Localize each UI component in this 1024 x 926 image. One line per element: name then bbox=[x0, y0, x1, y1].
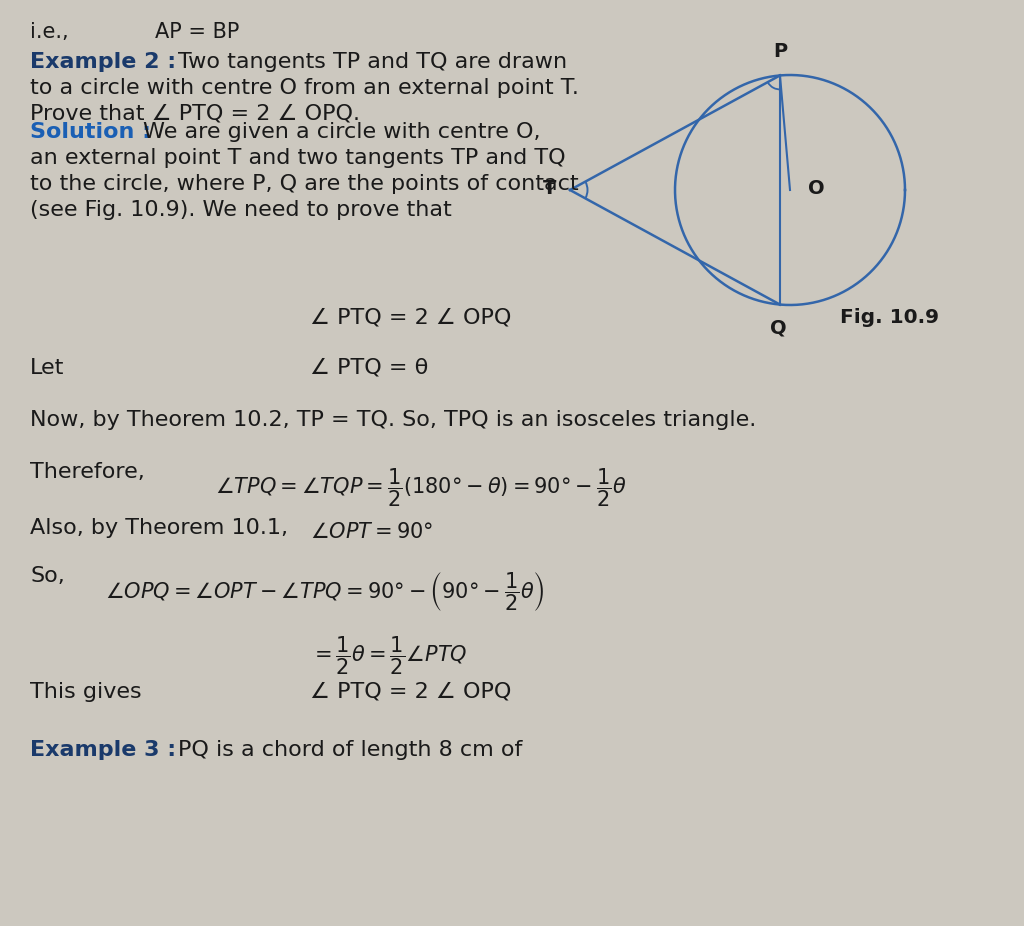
Text: PQ is a chord of length 8 cm of: PQ is a chord of length 8 cm of bbox=[178, 740, 522, 760]
Text: to a circle with centre O from an external point T.: to a circle with centre O from an extern… bbox=[30, 78, 579, 98]
Text: Q: Q bbox=[770, 319, 786, 338]
Text: This gives: This gives bbox=[30, 682, 141, 702]
Text: So,: So, bbox=[30, 566, 65, 586]
Text: $= \dfrac{1}{2}\theta = \dfrac{1}{2} \angle PTQ$: $= \dfrac{1}{2}\theta = \dfrac{1}{2} \an… bbox=[310, 634, 467, 677]
Text: (see Fig. 10.9). We need to prove that: (see Fig. 10.9). We need to prove that bbox=[30, 200, 452, 220]
Text: Therefore,: Therefore, bbox=[30, 462, 144, 482]
Text: an external point T and two tangents TP and TQ: an external point T and two tangents TP … bbox=[30, 148, 565, 168]
Text: Two tangents TP and TQ are drawn: Two tangents TP and TQ are drawn bbox=[178, 52, 567, 72]
Text: Now, by Theorem 10.2, TP = TQ. So, TPQ is an isosceles triangle.: Now, by Theorem 10.2, TP = TQ. So, TPQ i… bbox=[30, 410, 757, 430]
Text: ∠ PTQ = 2 ∠ OPQ: ∠ PTQ = 2 ∠ OPQ bbox=[310, 682, 511, 702]
Text: ∠ PTQ = 2 ∠ OPQ: ∠ PTQ = 2 ∠ OPQ bbox=[310, 308, 511, 328]
Text: to the circle, where P, Q are the points of contact: to the circle, where P, Q are the points… bbox=[30, 174, 579, 194]
Text: $\angle OPQ = \angle OPT - \angle TPQ = 90° - \left(90° - \dfrac{1}{2}\theta\rig: $\angle OPQ = \angle OPT - \angle TPQ = … bbox=[105, 570, 545, 613]
Text: $\angle OPT = 90°$: $\angle OPT = 90°$ bbox=[310, 522, 433, 542]
Text: P: P bbox=[773, 43, 787, 61]
Text: Solution :: Solution : bbox=[30, 122, 151, 142]
Text: Example 2 :: Example 2 : bbox=[30, 52, 176, 72]
Text: Also, by Theorem 10.1,: Also, by Theorem 10.1, bbox=[30, 518, 288, 538]
Text: T: T bbox=[543, 179, 556, 197]
Text: ∠ PTQ = θ: ∠ PTQ = θ bbox=[310, 358, 428, 378]
Text: We are given a circle with centre O,: We are given a circle with centre O, bbox=[143, 122, 541, 142]
Text: O: O bbox=[808, 179, 824, 197]
Text: Let: Let bbox=[30, 358, 65, 378]
Text: AP = BP: AP = BP bbox=[155, 22, 240, 42]
Text: $\angle TPQ = \angle TQP = \dfrac{1}{2}(180° - \theta) = 90° - \dfrac{1}{2}\thet: $\angle TPQ = \angle TQP = \dfrac{1}{2}(… bbox=[215, 466, 627, 508]
Text: i.e.,: i.e., bbox=[30, 22, 69, 42]
Text: Prove that ∠ PTQ = 2 ∠ OPQ.: Prove that ∠ PTQ = 2 ∠ OPQ. bbox=[30, 104, 360, 124]
Text: Fig. 10.9: Fig. 10.9 bbox=[840, 308, 939, 327]
Text: Example 3 :: Example 3 : bbox=[30, 740, 176, 760]
